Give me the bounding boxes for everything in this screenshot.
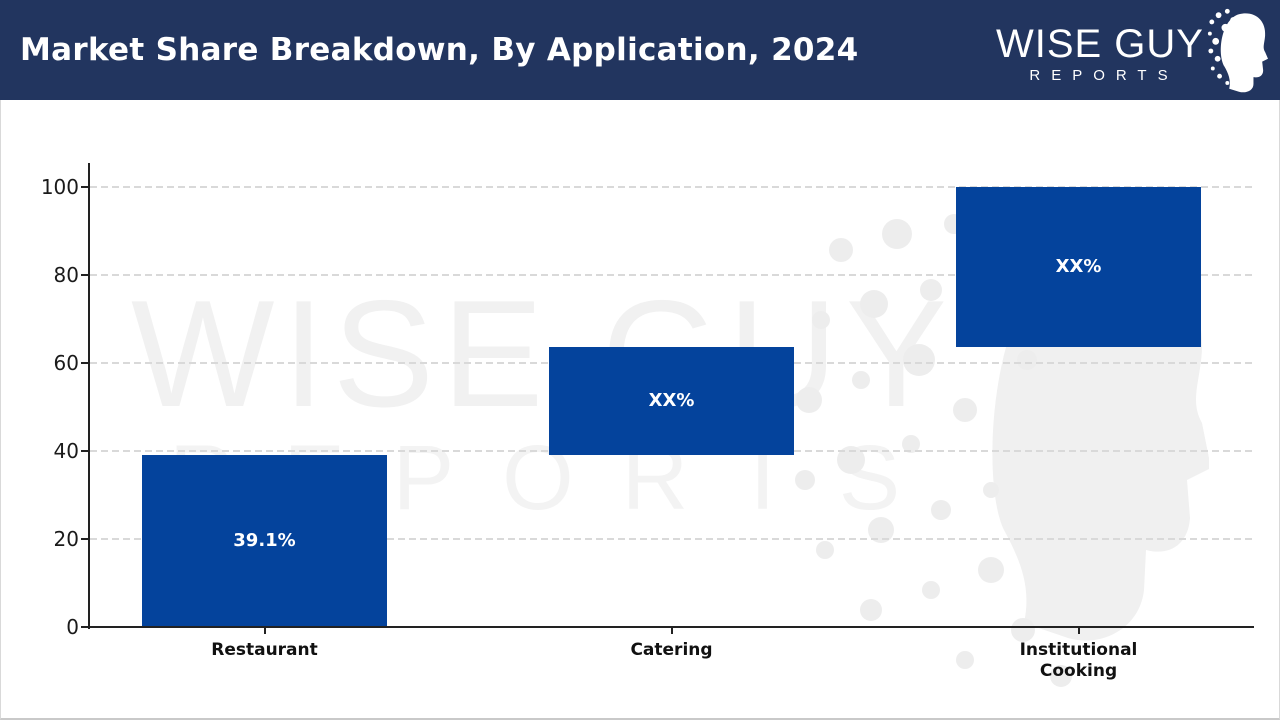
- chart-title: Market Share Breakdown, By Application, …: [20, 32, 859, 68]
- y-tick-mark-100: [81, 185, 88, 188]
- y-tick-mark-80: [81, 273, 88, 276]
- y-tick-label-60: 60: [53, 350, 79, 375]
- gridline-20: [90, 537, 1254, 540]
- bar-institutional-cooking: XX%: [956, 186, 1201, 347]
- wiseguy-logo: WISE GUY REPORTS: [996, 8, 1268, 94]
- logo-wordmark: WISE GUY: [995, 22, 1204, 66]
- y-tick-label-0: 0: [66, 615, 79, 639]
- x-tick-mark-0: [263, 628, 266, 634]
- gridline-100: [90, 185, 1254, 188]
- y-tick-label-20: 20: [53, 526, 79, 551]
- chart-body: WISE GUY REPORTS 0 20 40 60 80 100 39.1% Restau…: [0, 100, 1280, 720]
- x-category-label: Catering: [630, 640, 713, 660]
- y-axis-spine: [88, 163, 90, 629]
- x-tick-mark-2: [1077, 628, 1080, 634]
- y-tick-label-100: 100: [40, 174, 79, 199]
- y-tick-mark-60: [81, 361, 88, 364]
- bar-value-label: XX%: [1055, 255, 1102, 277]
- y-tick-label-80: 80: [53, 262, 79, 287]
- bar-catering: XX%: [549, 346, 794, 455]
- x-tick-mark-1: [670, 628, 673, 634]
- bar-value-label: 39.1%: [233, 529, 296, 551]
- bar-restaurant: 39.1%: [142, 454, 387, 627]
- y-tick-mark-20: [81, 537, 88, 540]
- x-axis-spine: [88, 626, 1254, 628]
- logo-subtext: REPORTS: [1029, 67, 1179, 84]
- dotted-head-icon: [1207, 8, 1268, 93]
- header-bar: Market Share Breakdown, By Application, …: [0, 0, 1280, 100]
- y-tick-mark-40: [81, 449, 88, 452]
- y-tick-mark-0: [81, 626, 88, 628]
- logo-text: WISE GUY REPORTS: [996, 24, 1204, 83]
- x-category-label: Institutional Cooking: [1019, 640, 1138, 681]
- gridline-80: [90, 273, 1254, 276]
- y-tick-label-40: 40: [53, 438, 79, 463]
- x-category-label: Restaurant: [211, 640, 318, 660]
- bar-value-label: XX%: [648, 389, 695, 411]
